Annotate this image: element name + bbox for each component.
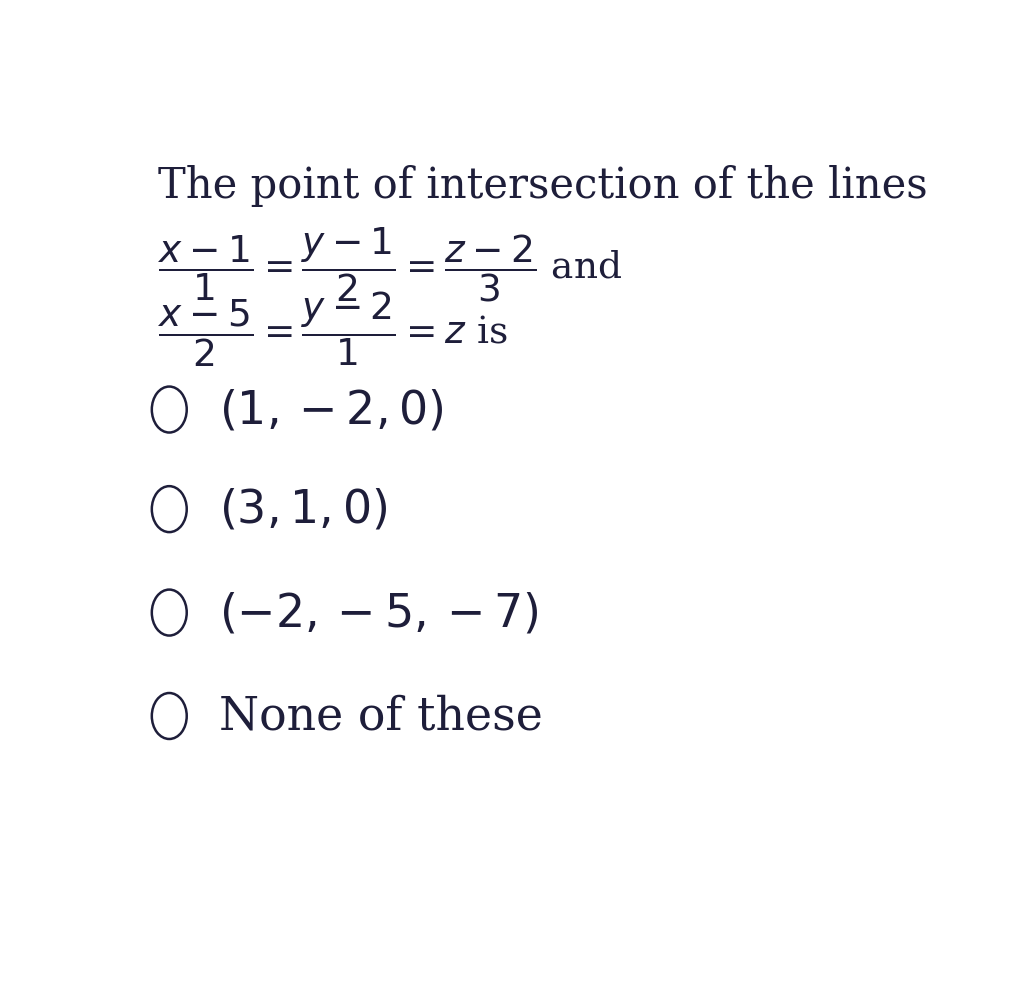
- Text: $(3, 1, 0)$: $(3, 1, 0)$: [219, 487, 388, 532]
- Text: None of these: None of these: [219, 694, 543, 739]
- Text: $\dfrac{x-5}{2} = \dfrac{y-2}{1} = z$ is: $\dfrac{x-5}{2} = \dfrac{y-2}{1} = z$ is: [158, 289, 508, 369]
- Text: The point of intersection of the lines: The point of intersection of the lines: [158, 165, 928, 207]
- Text: $\dfrac{x-1}{1} = \dfrac{y-1}{2} = \dfrac{z-2}{3}$ and: $\dfrac{x-1}{1} = \dfrac{y-1}{2} = \dfra…: [158, 225, 623, 303]
- Text: $(1, -2, 0)$: $(1, -2, 0)$: [219, 388, 444, 432]
- Text: $(-2, -5, -7)$: $(-2, -5, -7)$: [219, 590, 539, 635]
